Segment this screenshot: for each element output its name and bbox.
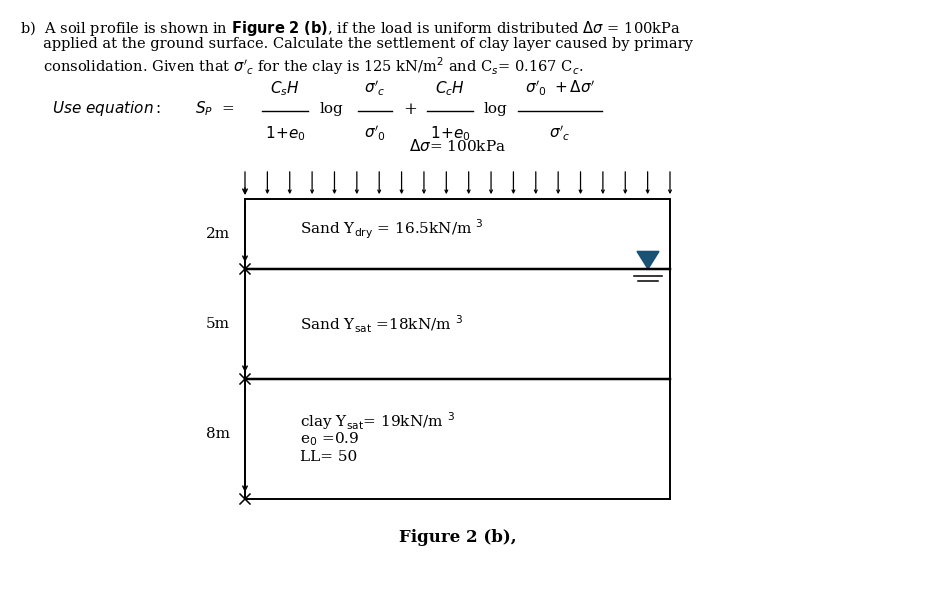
Text: $\Delta\sigma$= 100kPa: $\Delta\sigma$= 100kPa (409, 138, 506, 154)
Polygon shape (637, 252, 659, 269)
Text: $C_s H$: $C_s H$ (270, 80, 300, 98)
Text: e$_0$ =0.9: e$_0$ =0.9 (300, 430, 359, 448)
Text: $\sigma'_c$: $\sigma'_c$ (549, 124, 571, 143)
Text: 8m: 8m (206, 427, 230, 441)
Text: Sand Y$_{\mathrm{dry}}$ = 16.5kN/m $^3$: Sand Y$_{\mathrm{dry}}$ = 16.5kN/m $^3$ (300, 217, 483, 241)
Text: $1\!+\!e_0$: $1\!+\!e_0$ (430, 124, 471, 143)
Text: log: log (320, 102, 344, 116)
Text: 2m: 2m (206, 227, 230, 241)
Text: $\sigma'_c$: $\sigma'_c$ (364, 79, 385, 98)
Text: applied at the ground surface. Calculate the settlement of clay layer caused by : applied at the ground surface. Calculate… (20, 37, 693, 51)
Text: LL= 50: LL= 50 (300, 450, 357, 464)
Text: b)  A soil profile is shown in $\mathbf{Figure\ 2\ (b)}$, if the load is uniform: b) A soil profile is shown in $\mathbf{F… (20, 19, 681, 38)
Text: $1\!+\!e_0$: $1\!+\!e_0$ (264, 124, 306, 143)
Text: Sand Y$_{\mathrm{sat}}$ =18kN/m $^3$: Sand Y$_{\mathrm{sat}}$ =18kN/m $^3$ (300, 313, 463, 335)
Text: $C_c H$: $C_c H$ (435, 80, 465, 98)
Text: $\sigma'_0$: $\sigma'_0$ (364, 124, 386, 143)
Text: $\sigma'_0\ +\Delta\sigma'$: $\sigma'_0\ +\Delta\sigma'$ (525, 79, 595, 98)
Text: Figure 2 (b),: Figure 2 (b), (399, 529, 516, 546)
Text: log: log (484, 102, 508, 116)
Text: $\it{Use\ equation}\mathit{:}$: $\it{Use\ equation}\mathit{:}$ (52, 100, 161, 118)
Text: $\mathit{S_P}$  =: $\mathit{S_P}$ = (195, 100, 234, 118)
Text: 5m: 5m (206, 317, 230, 331)
Text: consolidation. Given that $\sigma'_c$ for the clay is 125 kN/m$^2$ and C$_s$= 0.: consolidation. Given that $\sigma'_c$ fo… (20, 55, 584, 77)
Text: +: + (403, 101, 416, 117)
Text: clay Y$_{\mathrm{sat}}$= 19kN/m $^3$: clay Y$_{\mathrm{sat}}$= 19kN/m $^3$ (300, 410, 455, 432)
